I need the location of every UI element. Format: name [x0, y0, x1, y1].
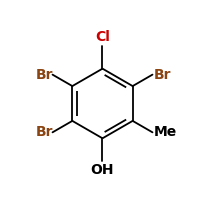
- Text: Br: Br: [36, 68, 53, 82]
- Text: OH: OH: [90, 163, 114, 177]
- Text: Br: Br: [36, 125, 53, 139]
- Text: Br: Br: [153, 68, 170, 82]
- Text: Me: Me: [153, 125, 176, 139]
- Text: Cl: Cl: [95, 30, 109, 44]
